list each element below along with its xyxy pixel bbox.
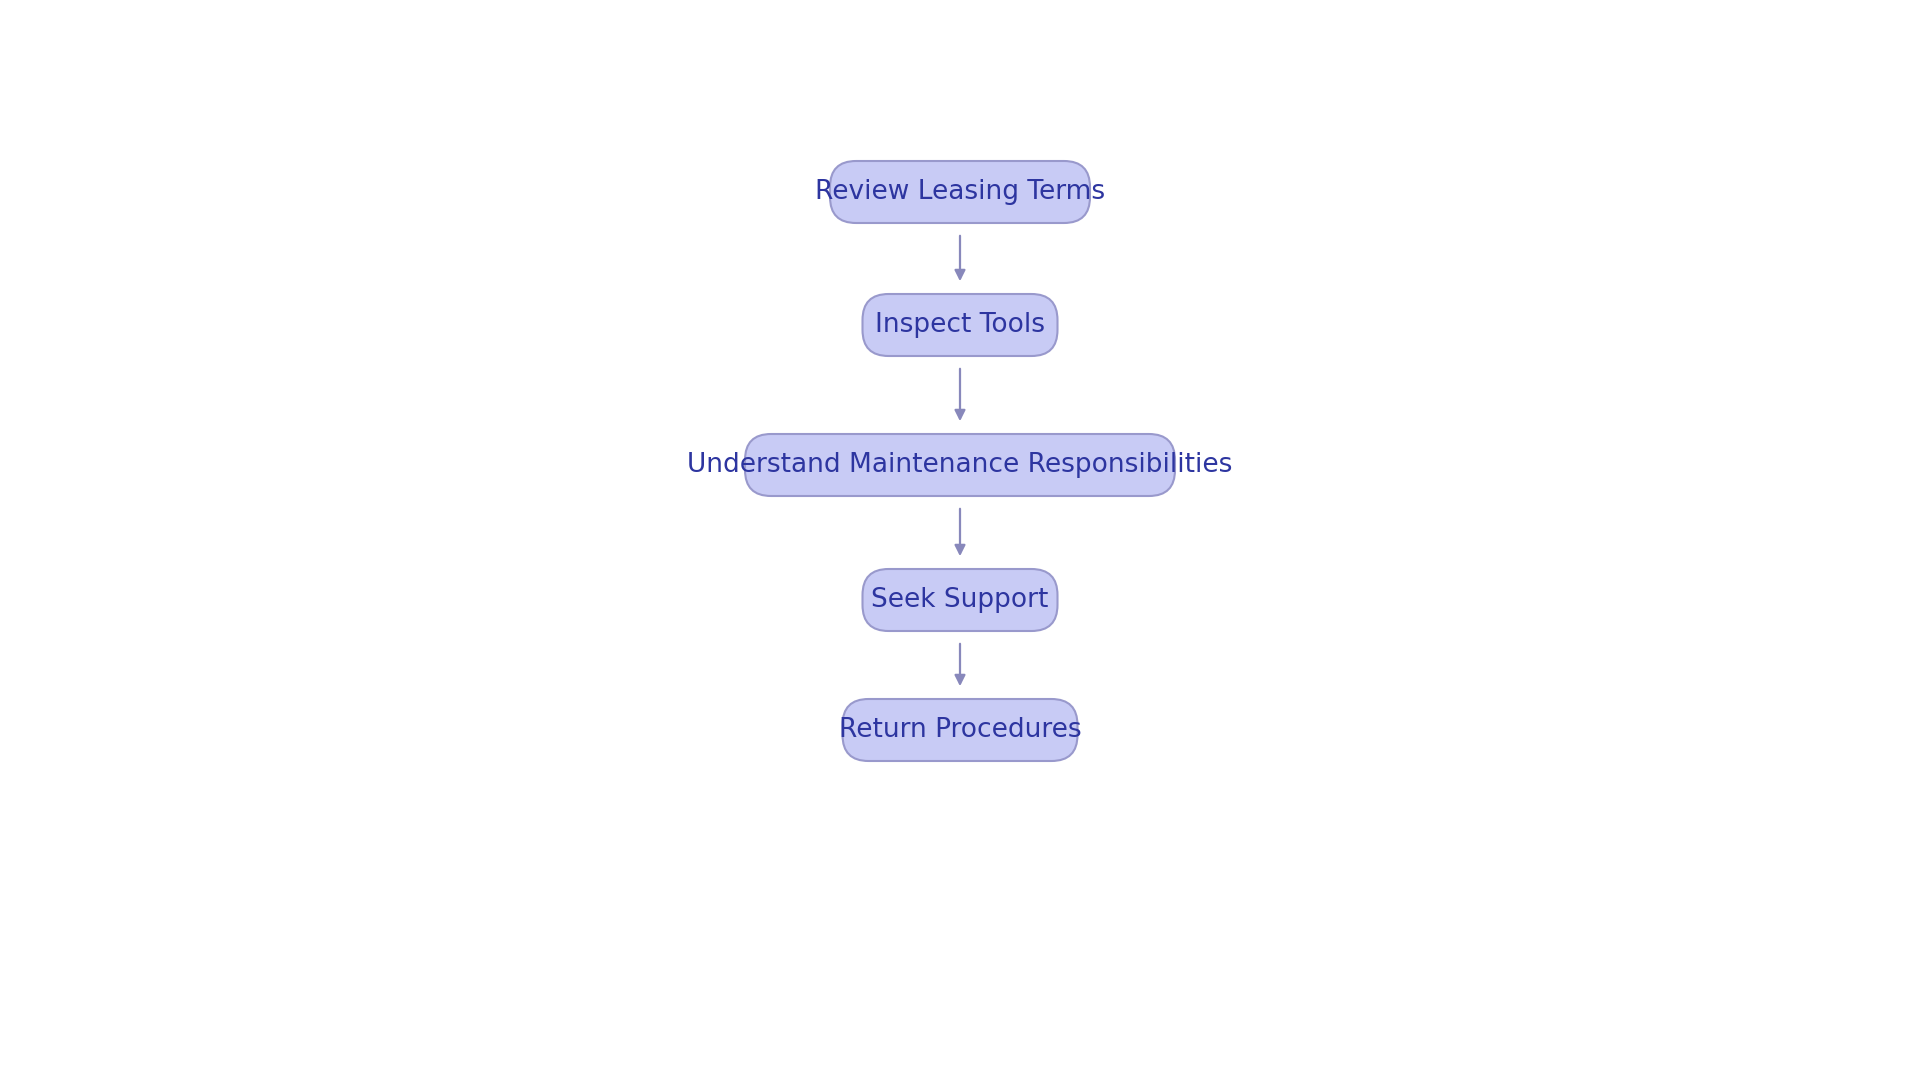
Text: Understand Maintenance Responsibilities: Understand Maintenance Responsibilities <box>687 452 1233 478</box>
Text: Return Procedures: Return Procedures <box>839 717 1081 743</box>
Text: Review Leasing Terms: Review Leasing Terms <box>814 179 1106 205</box>
FancyBboxPatch shape <box>843 699 1077 761</box>
FancyBboxPatch shape <box>745 434 1175 496</box>
Text: Seek Support: Seek Support <box>872 587 1048 613</box>
FancyBboxPatch shape <box>862 569 1058 631</box>
Text: Inspect Tools: Inspect Tools <box>876 312 1044 338</box>
FancyBboxPatch shape <box>862 293 1058 356</box>
FancyBboxPatch shape <box>829 161 1091 223</box>
